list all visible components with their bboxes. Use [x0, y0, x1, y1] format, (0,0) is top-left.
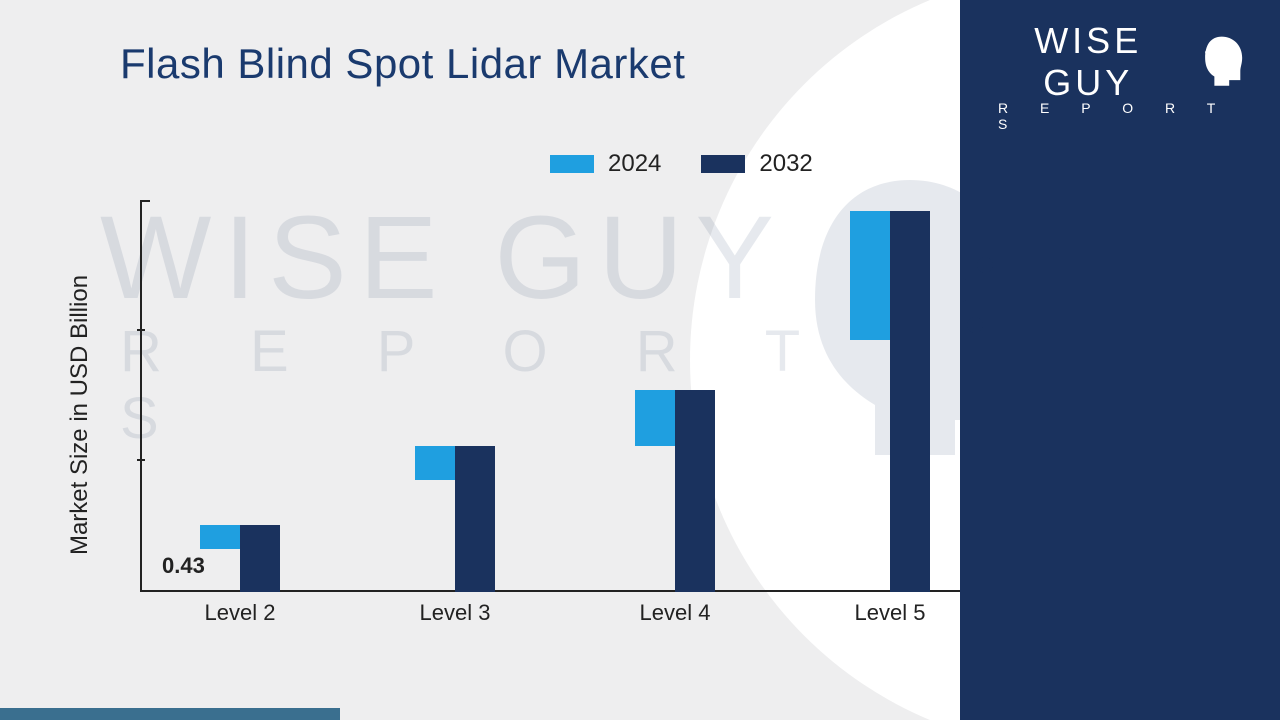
- bar-2032-level2: [240, 525, 280, 592]
- y-tick: [137, 459, 145, 461]
- y-axis: [140, 200, 142, 592]
- bar-group-level4: [615, 390, 735, 592]
- legend-item-2032: 2032: [701, 150, 812, 178]
- x-label-level5: Level 5: [810, 600, 970, 626]
- brand-logo-sub: R E P O R T S: [990, 100, 1250, 132]
- legend-item-2024: 2024: [550, 150, 661, 178]
- chart-page: Flash Blind Spot Lidar Market WISE GUY R…: [0, 0, 1280, 720]
- brand-head-icon: [1194, 32, 1250, 92]
- bottom-accent-bar: [0, 708, 340, 720]
- bar-2032-level5: [890, 211, 930, 592]
- brand-name: WISE GUY: [990, 20, 1186, 104]
- brand-logo: WISE GUY R E P O R T S: [990, 20, 1250, 132]
- legend-swatch-2024: [550, 155, 594, 173]
- brand-logo-main: WISE GUY: [990, 20, 1250, 104]
- legend-label-2024: 2024: [608, 150, 661, 178]
- legend: 2024 2032: [550, 150, 813, 178]
- y-axis-label: Market Size in USD Billion: [66, 215, 94, 615]
- plot-area: 0.43 Level 2 Level 3 Level 4 Lev: [140, 200, 960, 620]
- bar-group-level5: [830, 211, 950, 592]
- chart: Market Size in USD Billion 2024 2032 0.4…: [60, 150, 980, 680]
- bar-2032-level3: [455, 446, 495, 592]
- bar-2032-level4: [675, 390, 715, 592]
- bar-group-level3: [395, 446, 515, 592]
- x-label-level2: Level 2: [160, 600, 320, 626]
- x-label-level4: Level 4: [595, 600, 755, 626]
- bar-2024-level2: [200, 525, 240, 549]
- bar-2024-level5: [850, 211, 890, 340]
- bar-2024-level4: [635, 390, 675, 446]
- chart-title: Flash Blind Spot Lidar Market: [120, 40, 685, 88]
- bar-2024-level3: [415, 446, 455, 480]
- y-tick: [137, 329, 145, 331]
- x-label-level3: Level 3: [375, 600, 535, 626]
- legend-swatch-2032: [701, 155, 745, 173]
- legend-label-2032: 2032: [759, 150, 812, 178]
- bar-group-level2: [180, 525, 300, 592]
